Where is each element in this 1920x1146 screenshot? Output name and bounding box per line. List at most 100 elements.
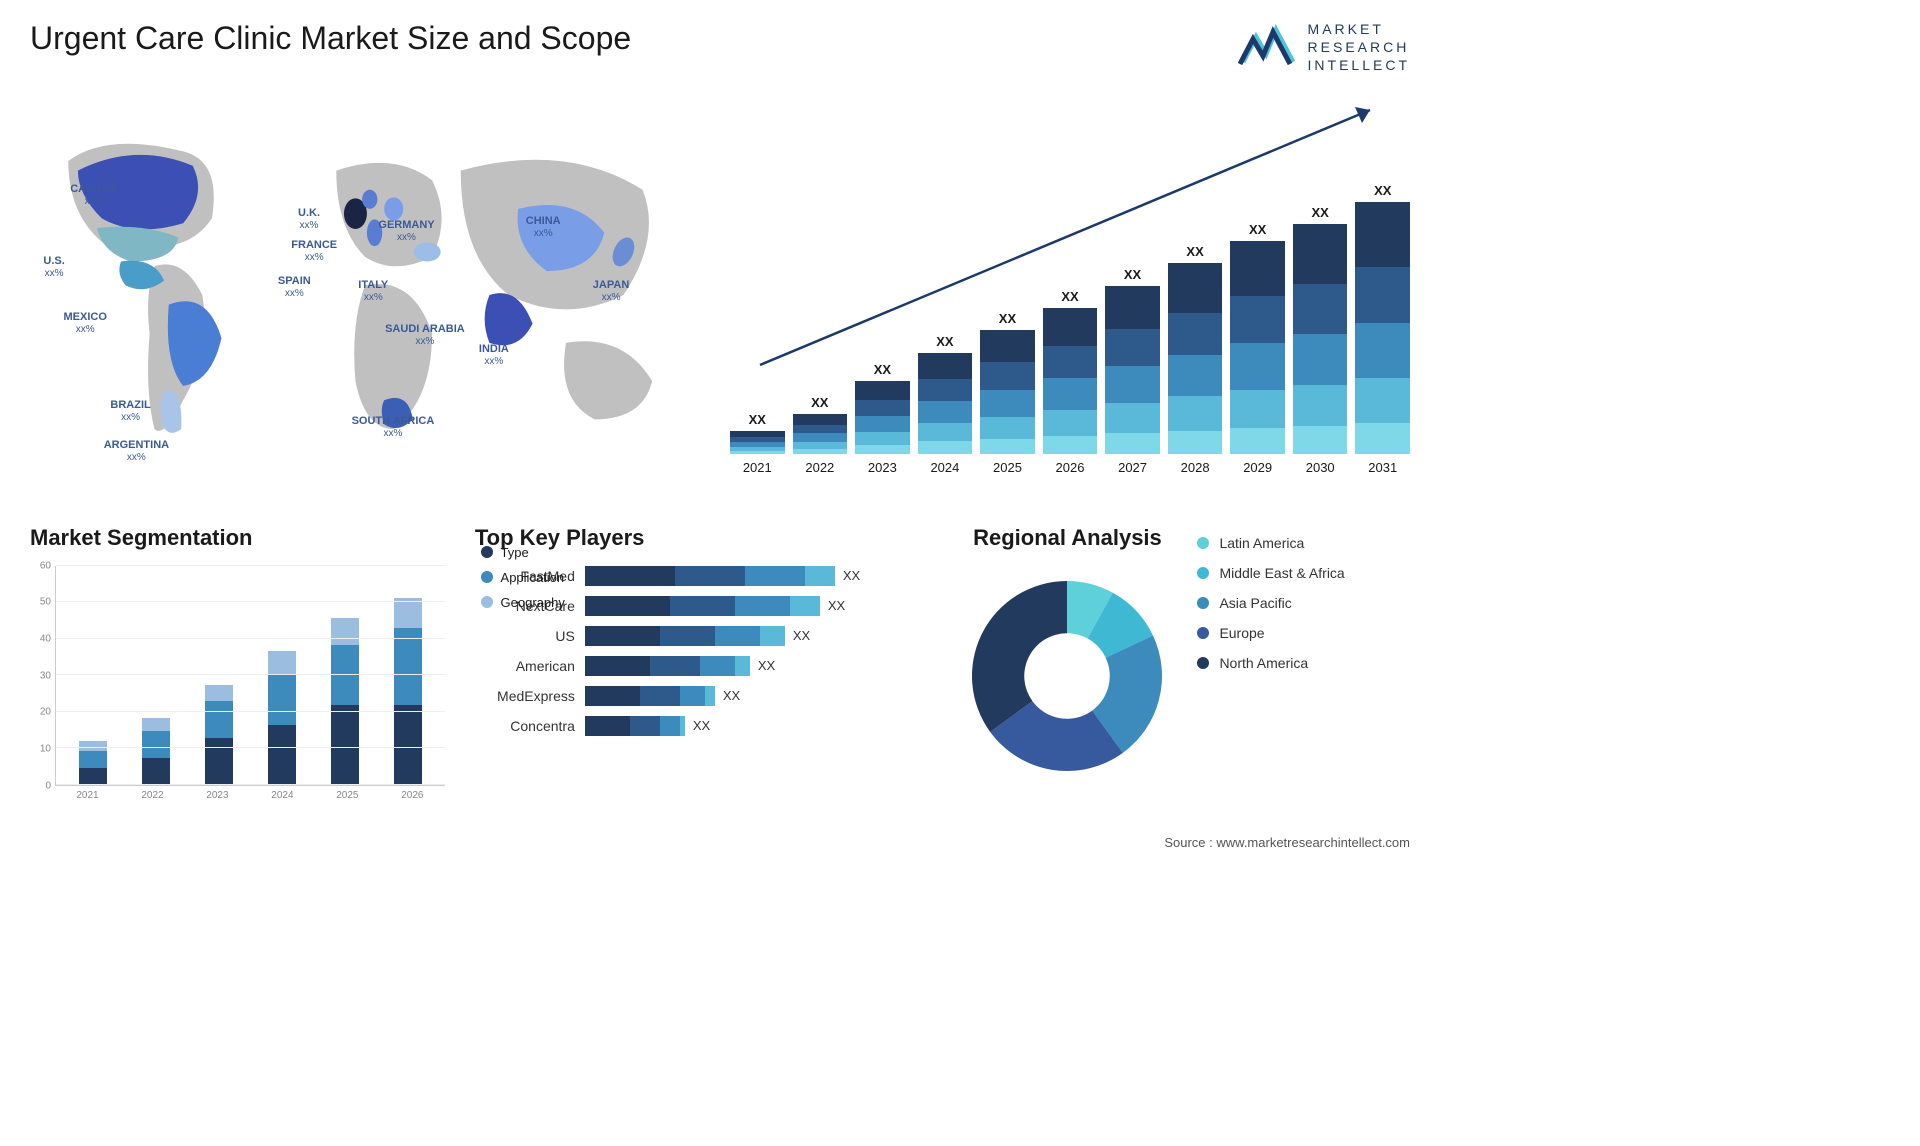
page-title: Urgent Care Clinic Market Size and Scope: [30, 20, 631, 57]
seg-year-label: 2022: [141, 790, 163, 801]
donut-svg: [957, 566, 1177, 786]
growth-bar: XX 2031: [1355, 183, 1410, 475]
growth-top-label: XX: [1312, 205, 1329, 220]
regional-legend-item: Asia Pacific: [1197, 595, 1410, 611]
seg-legend: Type Application Geography: [481, 545, 565, 620]
seg-legend-item: Application: [481, 570, 565, 585]
map-label: INDIAxx%: [479, 343, 509, 368]
player-value: XX: [828, 598, 845, 613]
map-label: ITALYxx%: [358, 279, 388, 304]
map-label: SPAINxx%: [278, 275, 311, 300]
growth-year-label: 2022: [805, 460, 834, 475]
brand-logo: MARKET RESEARCH INTELLECT: [1238, 20, 1410, 75]
growth-bar: XX 2023: [855, 362, 910, 475]
map-label: JAPANxx%: [593, 279, 629, 304]
donut-slice: [972, 581, 1067, 732]
logo-line1: MARKET: [1308, 20, 1410, 38]
map-label: SOUTH AFRICAxx%: [352, 415, 435, 440]
regional-legend-item: Europe: [1197, 625, 1410, 641]
growth-bar: XX 2030: [1293, 205, 1348, 475]
growth-top-label: XX: [1061, 289, 1078, 304]
seg-year-label: 2021: [76, 790, 98, 801]
growth-top-label: XX: [749, 412, 766, 427]
map-label: BRAZILxx%: [110, 399, 150, 424]
world-map-section: CANADAxx%U.S.xx%MEXICOxx%BRAZILxx%ARGENT…: [30, 95, 700, 495]
map-label: GERMANYxx%: [378, 219, 434, 244]
seg-bar: [205, 685, 233, 785]
logo-line2: RESEARCH: [1308, 38, 1410, 56]
regional-legend-item: Middle East & Africa: [1197, 565, 1410, 581]
map-label: MEXICOxx%: [64, 311, 107, 336]
growth-bar: XX 2024: [918, 334, 973, 475]
player-value: XX: [693, 718, 710, 733]
growth-top-label: XX: [1249, 222, 1266, 237]
map-label: U.S.xx%: [43, 255, 64, 280]
growth-year-label: 2027: [1118, 460, 1147, 475]
growth-top-label: XX: [936, 334, 953, 349]
growth-bar: XX 2025: [980, 311, 1035, 474]
growth-year-label: 2031: [1368, 460, 1397, 475]
growth-bars: XX2021XX2022XX2023XX2024XX2025XX2026XX20…: [730, 155, 1410, 475]
player-row: MedExpress XX: [475, 686, 928, 706]
player-name: MedExpress: [475, 688, 575, 704]
regional-legend: Latin America Middle East & Africa Asia Pa…: [1197, 525, 1410, 786]
growth-year-label: 2021: [743, 460, 772, 475]
player-name: American: [475, 658, 575, 674]
map-label: FRANCExx%: [291, 239, 337, 264]
regional-legend-item: Latin America: [1197, 535, 1410, 551]
growth-bar: XX 2026: [1043, 289, 1098, 475]
growth-bar: XX2028: [1168, 244, 1223, 474]
regional-title: Regional Analysis: [957, 525, 1177, 551]
seg-year-label: 2023: [206, 790, 228, 801]
logo-icon: [1238, 22, 1298, 72]
growth-year-label: 2024: [930, 460, 959, 475]
segmentation-title: Market Segmentation: [30, 525, 445, 551]
regional-section: Regional Analysis Latin America Middle Ea…: [957, 525, 1410, 786]
player-row: Concentra XX: [475, 716, 928, 736]
logo-text: MARKET RESEARCH INTELLECT: [1308, 20, 1410, 75]
segmentation-section: Market Segmentation 0102030405060 202120…: [30, 525, 445, 786]
seg-legend-item: Type: [481, 545, 565, 560]
map-label: CHINAxx%: [526, 215, 561, 240]
seg-bar: [394, 598, 422, 785]
seg-year-label: 2024: [271, 790, 293, 801]
growth-bar: XX 2027: [1105, 267, 1160, 475]
logo-line3: INTELLECT: [1308, 56, 1410, 74]
player-value: XX: [723, 688, 740, 703]
seg-legend-item: Geography: [481, 595, 565, 610]
growth-bar: XX 2021: [730, 412, 785, 474]
growth-year-label: 2029: [1243, 460, 1272, 475]
player-name: US: [475, 628, 575, 644]
seg-plot: [55, 566, 445, 786]
player-value: XX: [758, 658, 775, 673]
growth-top-label: XX: [811, 395, 828, 410]
player-value: XX: [793, 628, 810, 643]
seg-bar: [268, 651, 296, 784]
player-row: US XX: [475, 626, 928, 646]
seg-x-labels: 202120222023202420252026: [55, 786, 445, 801]
regional-legend-item: North America: [1197, 655, 1410, 671]
growth-year-label: 2023: [868, 460, 897, 475]
source-text: Source : www.marketresearchintellect.com: [1164, 835, 1410, 850]
seg-year-label: 2025: [336, 790, 358, 801]
growth-year-label: 2028: [1181, 460, 1210, 475]
top-row: CANADAxx%U.S.xx%MEXICOxx%BRAZILxx%ARGENT…: [30, 95, 1410, 495]
growth-top-label: XX: [1124, 267, 1141, 282]
bottom-row: Market Segmentation 0102030405060 202120…: [30, 525, 1410, 786]
growth-top-label: XX: [1374, 183, 1391, 198]
player-row: American XX: [475, 656, 928, 676]
seg-bars: [56, 566, 445, 785]
map-label: SAUDI ARABIAxx%: [385, 323, 465, 348]
map-label: CANADAxx%: [70, 183, 118, 208]
growth-year-label: 2025: [993, 460, 1022, 475]
growth-year-label: 2026: [1056, 460, 1085, 475]
segmentation-chart: 0102030405060 202120222023202420252026: [30, 566, 445, 786]
player-name: Concentra: [475, 718, 575, 734]
seg-bar: [331, 618, 359, 785]
growth-bar: XX 2029: [1230, 222, 1285, 475]
growth-top-label: XX: [999, 311, 1016, 326]
growth-top-label: XX: [874, 362, 891, 377]
growth-year-label: 2030: [1306, 460, 1335, 475]
seg-bar: [142, 718, 170, 785]
growth-chart: XX2021XX2022XX2023XX2024XX2025XX2026XX20…: [730, 95, 1410, 495]
